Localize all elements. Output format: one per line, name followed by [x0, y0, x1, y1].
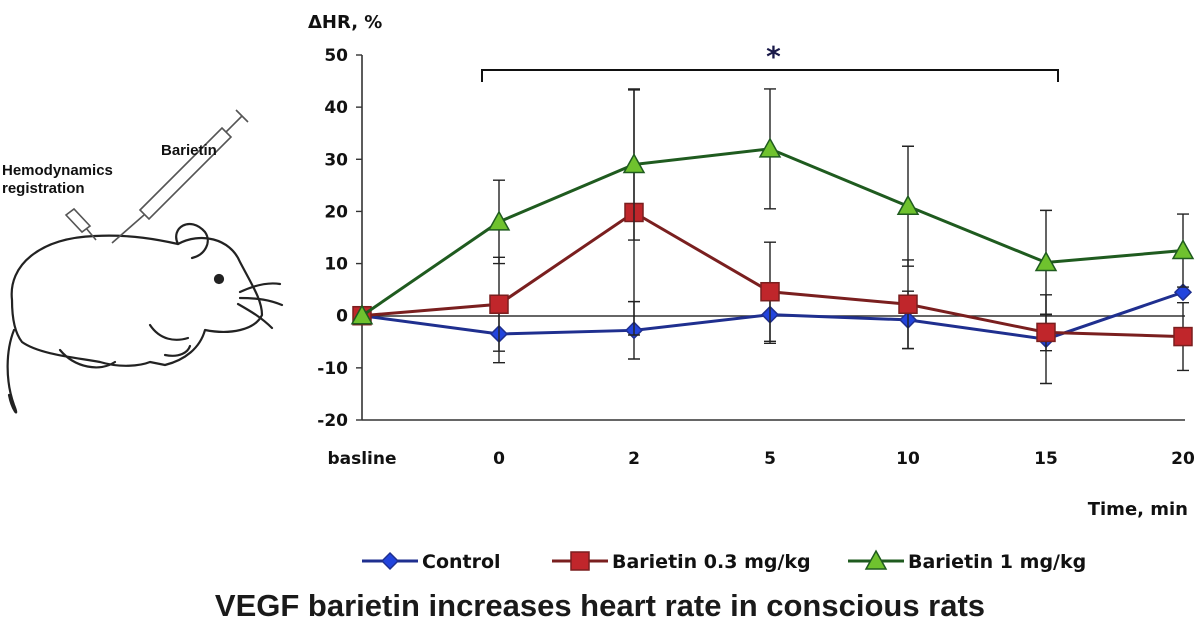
x-tick-label: 15	[1034, 449, 1058, 469]
legend-marker	[570, 551, 590, 571]
y-tick-group: -20 -10 0 10 20 30 40 50	[317, 46, 362, 431]
legend-item: Barietin 0.3 mg/kg	[552, 551, 811, 573]
significance-bracket: *	[481, 40, 1059, 82]
data-point	[1173, 326, 1193, 347]
rat-eye	[213, 273, 225, 285]
rat-illustration	[6, 222, 284, 414]
legend-item: Barietin 1 mg/kg	[848, 549, 1086, 573]
hemodynamics-label: Hemodynamics registration	[2, 162, 113, 198]
legend-label: Control	[422, 551, 501, 573]
data-point	[1173, 283, 1193, 302]
hemodynamics-label-line-1: Hemodynamics	[2, 162, 113, 179]
syringe-needle	[111, 214, 145, 244]
data-point	[760, 281, 780, 302]
syringe-barrel	[138, 126, 233, 221]
significance-bracket-line	[481, 69, 1059, 82]
data-point	[896, 194, 920, 215]
x-tick-label: basline	[327, 449, 396, 469]
data-point	[1036, 322, 1056, 343]
hemodynamics-label-line-2: registration	[2, 180, 85, 197]
y-tick-label: 0	[336, 307, 348, 327]
legend-label: Barietin 0.3 mg/kg	[612, 551, 811, 573]
data-point	[1034, 250, 1058, 272]
y-tick-label: 10	[324, 255, 348, 275]
series-group	[350, 88, 1195, 385]
rat-front-leg	[148, 323, 192, 357]
y-axis-label: ΔHR, %	[308, 12, 382, 33]
syringe-plunger	[225, 109, 249, 133]
y-tick-label: 50	[324, 46, 348, 66]
legend-item: Control	[362, 551, 501, 573]
rat-ear	[175, 222, 209, 260]
data-point	[489, 294, 509, 314]
series-2	[350, 88, 1195, 325]
data-point	[487, 210, 511, 231]
y-tick-label: 30	[324, 150, 348, 170]
x-tick-label: 10	[896, 449, 920, 469]
rat-body	[10, 234, 264, 367]
data-point	[758, 137, 782, 158]
catheter	[64, 207, 97, 241]
rat-hind-leg	[58, 348, 117, 369]
x-axis-label: Time, min	[1088, 499, 1188, 520]
data-point	[898, 294, 918, 314]
plot-area: -20 -10 0 10 20 30 40 50 basline 0 2 5 10 15 20 *	[317, 40, 1195, 469]
data-point	[1171, 238, 1195, 260]
data-point	[622, 152, 646, 174]
legend: Control Barietin 0.3 mg/kg Barietin 1 mg/k…	[362, 549, 1086, 573]
rat-tail	[6, 328, 18, 414]
significance-star: *	[766, 40, 781, 73]
legend-label: Barietin 1 mg/kg	[908, 551, 1086, 573]
y-tick-label: 40	[324, 98, 348, 118]
x-tick-label: 20	[1171, 449, 1195, 469]
rat-whiskers	[236, 282, 284, 330]
y-tick-label: -20	[317, 411, 348, 431]
x-tick-group: basline 0 2 5 10 15 20	[327, 449, 1195, 469]
legend-marker	[864, 549, 888, 570]
barietin-label: Barietin	[161, 142, 217, 159]
legend-marker	[380, 551, 400, 571]
data-point	[350, 304, 374, 325]
x-tick-label: 5	[764, 449, 776, 469]
y-tick-label: 20	[324, 202, 348, 222]
y-tick-label: -10	[317, 359, 348, 379]
x-tick-label: 2	[628, 449, 640, 469]
figure-title: VEGF barietin increases heart rate in co…	[214, 588, 986, 623]
x-tick-label: 0	[493, 449, 505, 469]
series-1	[352, 89, 1193, 372]
syringe-illustration	[64, 109, 249, 244]
